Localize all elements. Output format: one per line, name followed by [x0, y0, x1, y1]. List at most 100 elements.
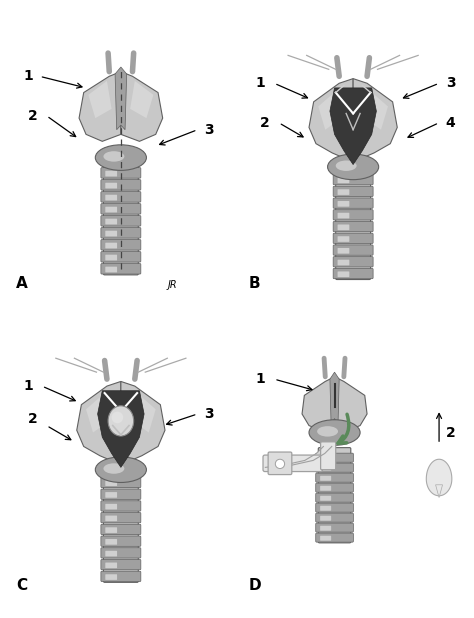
Ellipse shape: [111, 412, 123, 423]
FancyBboxPatch shape: [101, 216, 141, 226]
Text: 2: 2: [28, 109, 37, 123]
FancyBboxPatch shape: [105, 504, 117, 509]
FancyBboxPatch shape: [103, 161, 138, 275]
Ellipse shape: [103, 151, 124, 162]
Polygon shape: [77, 381, 121, 465]
FancyBboxPatch shape: [101, 501, 141, 511]
FancyBboxPatch shape: [320, 516, 331, 521]
Polygon shape: [88, 81, 111, 118]
FancyBboxPatch shape: [101, 227, 141, 238]
Polygon shape: [98, 391, 144, 467]
FancyBboxPatch shape: [101, 203, 141, 214]
FancyBboxPatch shape: [105, 231, 117, 237]
FancyBboxPatch shape: [320, 486, 331, 491]
Polygon shape: [79, 72, 121, 142]
Ellipse shape: [95, 457, 146, 483]
Ellipse shape: [103, 464, 124, 474]
FancyBboxPatch shape: [105, 207, 117, 213]
Text: 3: 3: [446, 76, 456, 90]
FancyBboxPatch shape: [105, 266, 117, 273]
Text: A: A: [16, 276, 28, 290]
FancyBboxPatch shape: [101, 180, 141, 190]
FancyBboxPatch shape: [101, 524, 141, 535]
Ellipse shape: [328, 154, 379, 180]
Ellipse shape: [309, 420, 360, 446]
FancyBboxPatch shape: [101, 489, 141, 499]
FancyBboxPatch shape: [105, 551, 117, 556]
Text: C: C: [16, 578, 27, 593]
FancyBboxPatch shape: [333, 268, 373, 279]
FancyBboxPatch shape: [101, 192, 141, 202]
FancyBboxPatch shape: [101, 252, 141, 262]
FancyBboxPatch shape: [320, 442, 336, 470]
FancyBboxPatch shape: [101, 240, 141, 250]
Text: 2: 2: [28, 412, 37, 426]
Polygon shape: [330, 372, 339, 423]
FancyBboxPatch shape: [337, 177, 349, 183]
Polygon shape: [115, 67, 127, 130]
FancyBboxPatch shape: [320, 526, 331, 531]
FancyBboxPatch shape: [105, 492, 117, 497]
FancyBboxPatch shape: [337, 213, 349, 218]
Polygon shape: [365, 90, 388, 130]
Text: 1: 1: [23, 379, 33, 393]
FancyBboxPatch shape: [105, 539, 117, 544]
Polygon shape: [86, 393, 109, 433]
Polygon shape: [330, 88, 376, 164]
FancyBboxPatch shape: [333, 256, 373, 267]
FancyBboxPatch shape: [103, 471, 138, 582]
FancyBboxPatch shape: [316, 533, 353, 542]
FancyBboxPatch shape: [320, 506, 331, 510]
FancyArrowPatch shape: [338, 414, 349, 443]
FancyBboxPatch shape: [105, 255, 117, 260]
Polygon shape: [353, 78, 397, 163]
FancyBboxPatch shape: [105, 243, 117, 248]
FancyBboxPatch shape: [316, 453, 353, 462]
FancyBboxPatch shape: [101, 512, 141, 523]
FancyBboxPatch shape: [316, 473, 353, 482]
Polygon shape: [436, 485, 443, 497]
FancyBboxPatch shape: [105, 195, 117, 200]
FancyBboxPatch shape: [101, 536, 141, 546]
FancyBboxPatch shape: [105, 171, 117, 177]
FancyBboxPatch shape: [337, 201, 349, 206]
FancyBboxPatch shape: [316, 483, 353, 492]
FancyBboxPatch shape: [105, 574, 117, 580]
Polygon shape: [319, 90, 341, 130]
Text: 3: 3: [204, 123, 214, 137]
FancyBboxPatch shape: [320, 456, 331, 461]
Polygon shape: [335, 377, 367, 430]
FancyBboxPatch shape: [333, 198, 373, 208]
Text: D: D: [248, 578, 261, 593]
FancyBboxPatch shape: [268, 452, 292, 475]
FancyBboxPatch shape: [263, 455, 322, 472]
FancyBboxPatch shape: [316, 493, 353, 502]
FancyBboxPatch shape: [336, 168, 371, 279]
FancyBboxPatch shape: [316, 523, 353, 532]
FancyBboxPatch shape: [320, 536, 331, 541]
FancyBboxPatch shape: [105, 480, 117, 486]
FancyBboxPatch shape: [316, 463, 353, 472]
FancyBboxPatch shape: [337, 260, 349, 265]
FancyBboxPatch shape: [101, 263, 141, 274]
FancyBboxPatch shape: [320, 476, 331, 481]
FancyBboxPatch shape: [319, 447, 351, 543]
FancyBboxPatch shape: [101, 548, 141, 558]
Polygon shape: [130, 81, 154, 118]
Circle shape: [275, 459, 284, 468]
FancyBboxPatch shape: [105, 183, 117, 188]
FancyBboxPatch shape: [337, 224, 349, 230]
Ellipse shape: [108, 406, 134, 436]
Text: 1: 1: [255, 76, 265, 90]
Polygon shape: [302, 377, 335, 430]
FancyBboxPatch shape: [316, 513, 353, 522]
Polygon shape: [121, 381, 165, 465]
FancyBboxPatch shape: [337, 271, 349, 277]
Polygon shape: [121, 72, 163, 142]
FancyBboxPatch shape: [333, 174, 373, 185]
Text: 2: 2: [260, 116, 270, 130]
Ellipse shape: [336, 161, 356, 171]
FancyBboxPatch shape: [333, 221, 373, 232]
Polygon shape: [426, 459, 452, 496]
FancyBboxPatch shape: [105, 515, 117, 521]
